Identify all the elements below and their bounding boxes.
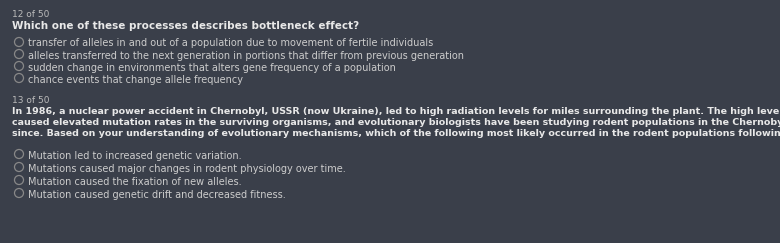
Text: Mutations caused major changes in rodent physiology over time.: Mutations caused major changes in rodent…	[28, 164, 346, 174]
Text: chance events that change allele frequency: chance events that change allele frequen…	[28, 75, 243, 85]
Text: Mutation caused genetic drift and decreased fitness.: Mutation caused genetic drift and decrea…	[28, 190, 285, 200]
Text: Mutation led to increased genetic variation.: Mutation led to increased genetic variat…	[28, 150, 242, 160]
Text: alleles transferred to the next generation in portions that differ from previous: alleles transferred to the next generati…	[28, 51, 464, 61]
Text: sudden change in environments that alters gene frequency of a population: sudden change in environments that alter…	[28, 62, 396, 72]
Text: caused elevated mutation rates in the surviving organisms, and evolutionary biol: caused elevated mutation rates in the su…	[12, 118, 780, 127]
Text: In 1986, a nuclear power accident in Chernobyl, USSR (now Ukraine), led to high : In 1986, a nuclear power accident in Che…	[12, 107, 780, 116]
Text: 13 of 50: 13 of 50	[12, 96, 49, 105]
Text: Which one of these processes describes bottleneck effect?: Which one of these processes describes b…	[12, 21, 359, 31]
Text: Mutation caused the fixation of new alleles.: Mutation caused the fixation of new alle…	[28, 176, 242, 186]
Text: since. Based on your understanding of evolutionary mechanisms, which of the foll: since. Based on your understanding of ev…	[12, 129, 780, 138]
Text: 12 of 50: 12 of 50	[12, 10, 49, 19]
Text: transfer of alleles in and out of a population due to movement of fertile indivi: transfer of alleles in and out of a popu…	[28, 38, 433, 49]
